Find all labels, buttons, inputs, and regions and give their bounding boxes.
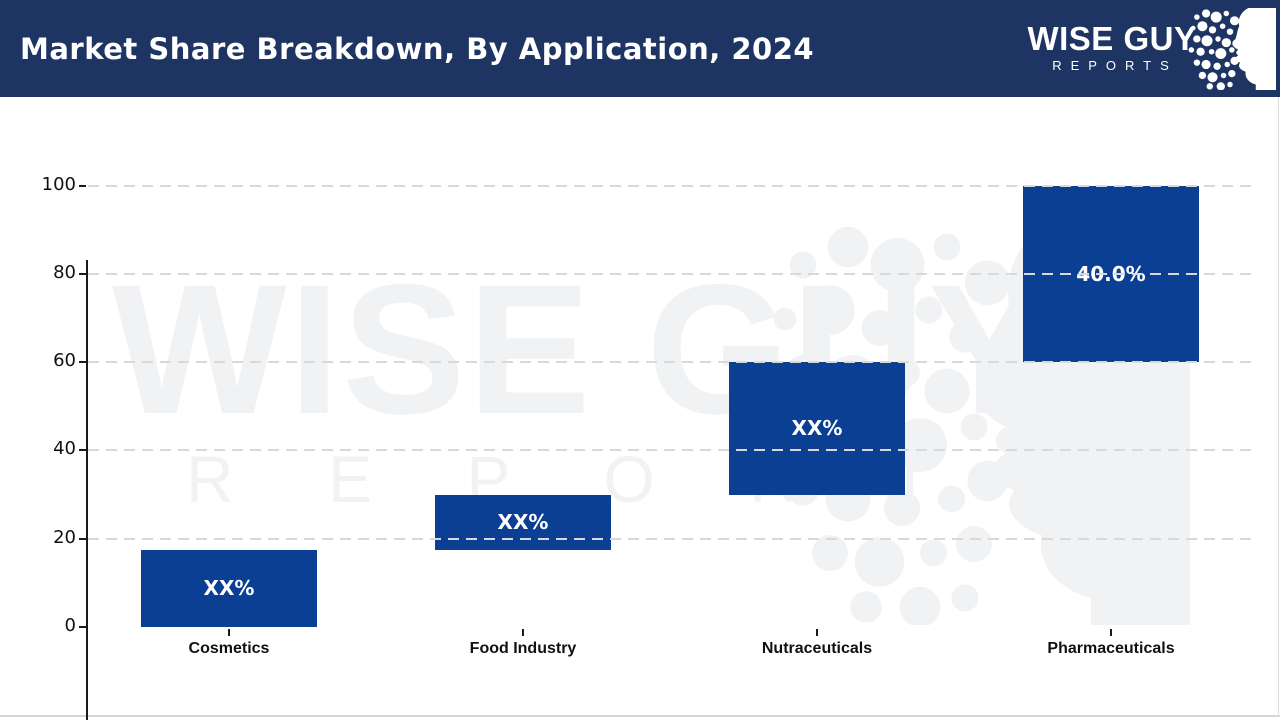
bar: XX%	[141, 549, 317, 627]
chart-plot-area	[0, 97, 1280, 720]
bar: XX%	[435, 494, 611, 550]
y-tick-label: 40	[53, 438, 76, 460]
x-category-label: Pharmaceuticals	[1047, 640, 1175, 657]
logo-face-icon	[1188, 8, 1276, 90]
gridline	[88, 272, 1257, 275]
logo-subtitle: REPORTS	[1052, 58, 1178, 73]
y-tick-mark	[79, 184, 86, 187]
x-tick-mark	[522, 629, 524, 636]
gridline	[88, 537, 1257, 540]
x-tick-mark	[1110, 629, 1112, 636]
y-tick-label: 80	[53, 261, 76, 283]
y-tick-mark	[79, 361, 86, 364]
y-tick-label: 100	[41, 173, 76, 195]
y-tick-label: 60	[53, 350, 76, 372]
x-category-label: Food Industry	[469, 640, 577, 657]
bar: XX%	[729, 362, 905, 495]
wise-guy-reports-logo: WISE GUY REPORTS	[1026, 6, 1276, 92]
x-category-label: Nutraceuticals	[761, 640, 873, 657]
y-axis-spine	[86, 260, 88, 720]
y-tick-label: 0	[64, 615, 76, 636]
bar-value-label: XX%	[203, 576, 255, 601]
gridline	[88, 184, 1257, 187]
y-tick-mark	[79, 272, 86, 275]
x-tick-mark	[228, 629, 230, 636]
x-category-label: Cosmetics	[188, 640, 270, 657]
bar-value-label: XX%	[497, 510, 549, 535]
y-tick-mark	[79, 537, 86, 540]
y-tick-label: 20	[53, 526, 76, 548]
logo-wordmark: WISE GUY	[1027, 20, 1197, 57]
header-bar: Market Share Breakdown, By Application, …	[0, 0, 1280, 97]
y-tick-mark	[79, 449, 86, 452]
y-tick-mark	[79, 626, 86, 628]
gridline	[88, 361, 1257, 364]
right-divider	[1278, 97, 1279, 717]
page-title: Market Share Breakdown, By Application, …	[20, 31, 815, 66]
bottom-divider	[0, 715, 1280, 717]
bar-value-label: XX%	[791, 416, 843, 441]
gridline	[88, 449, 1257, 452]
x-tick-mark	[816, 629, 818, 636]
logo-text: WISE GUY REPORTS	[1026, 22, 1198, 73]
